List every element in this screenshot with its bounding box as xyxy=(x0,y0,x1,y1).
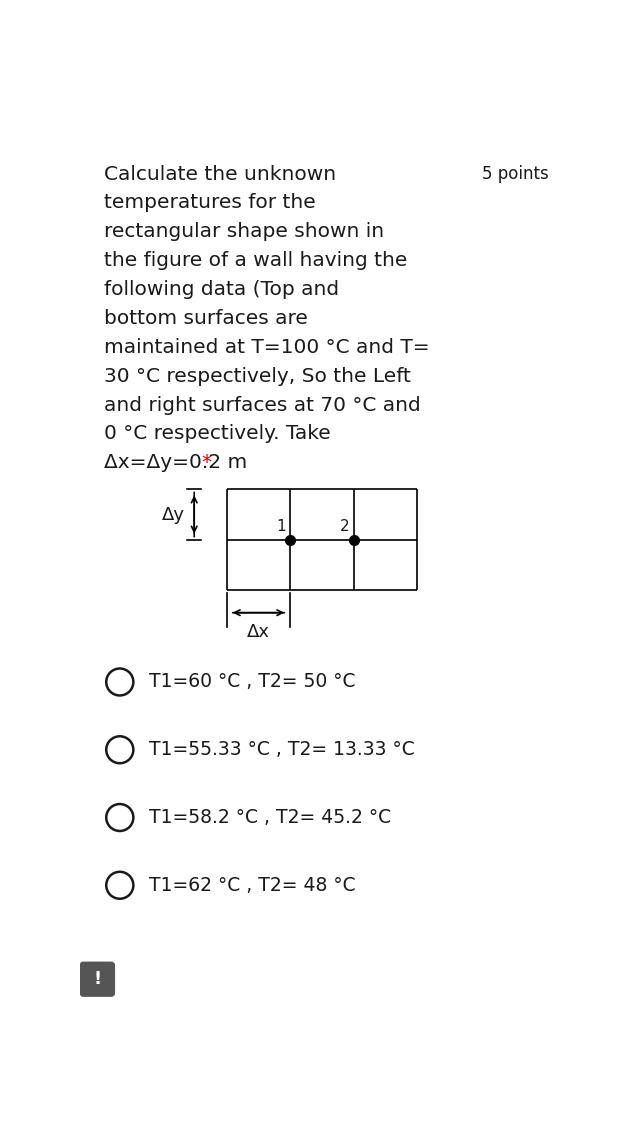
Text: 2: 2 xyxy=(340,519,349,534)
Text: T1=62 °C , T2= 48 °C: T1=62 °C , T2= 48 °C xyxy=(149,876,356,895)
Text: temperatures for the: temperatures for the xyxy=(104,194,316,212)
FancyBboxPatch shape xyxy=(80,962,114,997)
Text: !: ! xyxy=(93,970,101,989)
Text: following data (Top and: following data (Top and xyxy=(104,280,340,299)
Text: bottom surfaces are: bottom surfaces are xyxy=(104,309,308,328)
Text: T1=58.2 °C , T2= 45.2 °C: T1=58.2 °C , T2= 45.2 °C xyxy=(149,808,391,827)
Text: the figure of a wall having the: the figure of a wall having the xyxy=(104,251,408,270)
Text: *: * xyxy=(202,453,212,472)
Text: 1: 1 xyxy=(276,519,286,534)
Text: maintained at T=100 °C and T=: maintained at T=100 °C and T= xyxy=(104,337,430,356)
Text: Δx: Δx xyxy=(247,623,270,641)
Text: 0 °C respectively. Take: 0 °C respectively. Take xyxy=(104,425,331,444)
Text: T1=60 °C , T2= 50 °C: T1=60 °C , T2= 50 °C xyxy=(149,673,356,692)
Text: rectangular shape shown in: rectangular shape shown in xyxy=(104,222,384,241)
Text: 5 points: 5 points xyxy=(481,165,548,183)
Text: and right surfaces at 70 °C and: and right surfaces at 70 °C and xyxy=(104,396,421,415)
Text: T1=55.33 °C , T2= 13.33 °C: T1=55.33 °C , T2= 13.33 °C xyxy=(149,740,415,759)
Text: Δx=Δy=0.2 m: Δx=Δy=0.2 m xyxy=(104,453,254,472)
Text: Calculate the unknown: Calculate the unknown xyxy=(104,165,336,184)
Text: Δy: Δy xyxy=(162,506,185,524)
Text: 30 °C respectively, So the Left: 30 °C respectively, So the Left xyxy=(104,367,411,386)
